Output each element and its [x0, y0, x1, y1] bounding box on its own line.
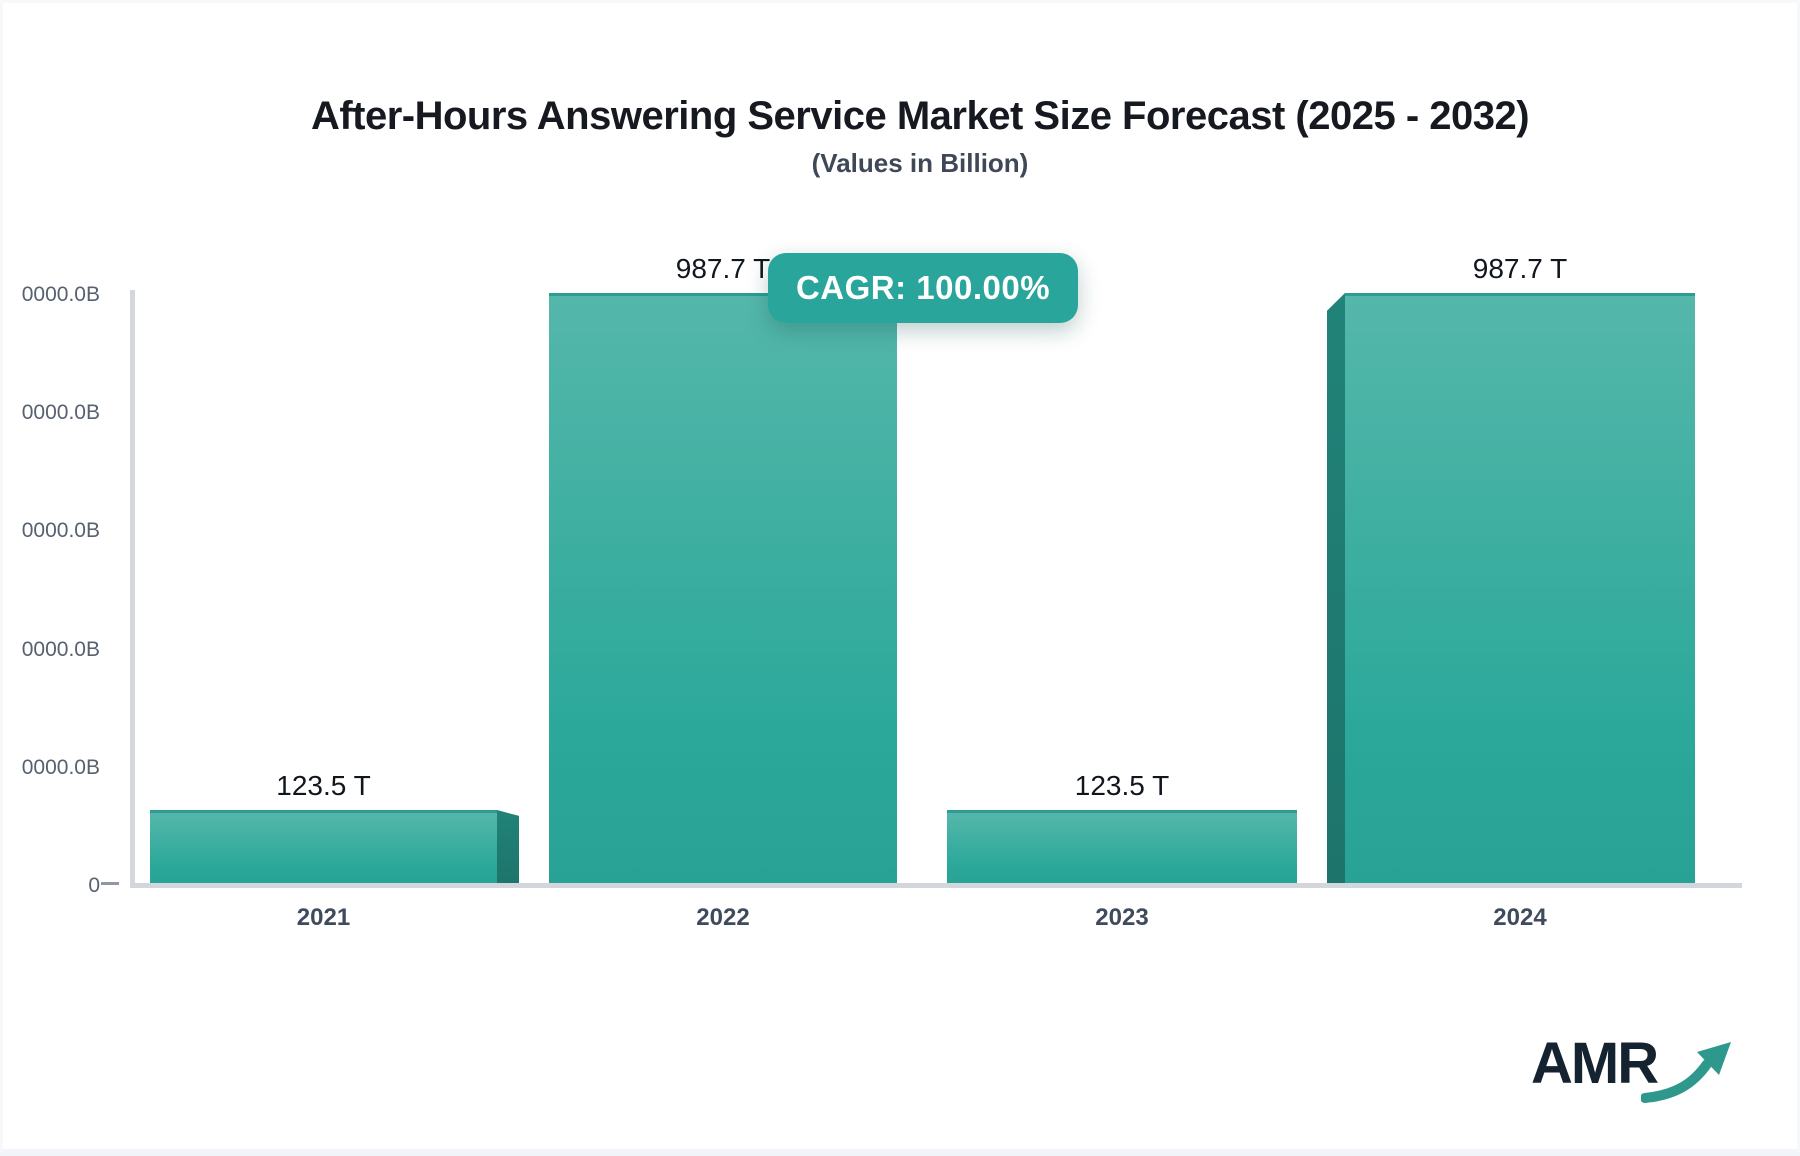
x-axis-label-2022: 2022: [696, 904, 750, 931]
x-axis-label-2023: 2023: [1095, 904, 1149, 931]
y-axis-tick-label: 0000.0B: [21, 519, 100, 542]
y-axis-tick-label: 0000.0B: [21, 756, 100, 779]
zero-tick-mark: [101, 882, 119, 885]
cagr-badge: CAGR: 100.00%: [768, 253, 1078, 323]
plot-area: 123.5 T 987.7 T 123.5 T 987.7 T: [132, 253, 1742, 884]
bar-2021-side-face: [497, 810, 519, 884]
y-axis-tick-label: 0000.0B: [21, 401, 100, 424]
trend-up-arrow-icon: [1641, 1042, 1732, 1103]
y-axis-line: [130, 290, 135, 884]
y-axis-tick-label: 0000.0B: [21, 283, 100, 306]
bar-2023[interactable]: [947, 810, 1297, 884]
chart-subtitle: (Values in Billion): [811, 148, 1029, 178]
bar-2024-side-face: [1327, 293, 1345, 884]
amr-logo: AMR: [1531, 1034, 1737, 1104]
x-axis-label-2024: 2024: [1493, 904, 1547, 931]
amr-logo-text: AMR: [1531, 1031, 1659, 1096]
bar-2024[interactable]: [1345, 293, 1695, 884]
chart-title: After-Hours Answering Service Market Siz…: [310, 94, 1530, 138]
value-label-2022: 987.7 T: [675, 253, 771, 284]
cagr-badge-label: CAGR: 100.00%: [795, 269, 1051, 306]
value-label-2021: 123.5 T: [276, 770, 371, 801]
y-axis-tick-label: 0: [88, 874, 100, 897]
value-label-2024: 987.7 T: [1472, 253, 1568, 284]
y-axis-tick-label: 0000.0B: [21, 638, 100, 661]
x-axis-label-2021: 2021: [296, 904, 351, 931]
bar-2021[interactable]: [150, 810, 497, 884]
x-axis-line: [130, 883, 1742, 888]
value-label-2023: 123.5 T: [1074, 770, 1170, 801]
bar-2022[interactable]: [549, 293, 897, 884]
